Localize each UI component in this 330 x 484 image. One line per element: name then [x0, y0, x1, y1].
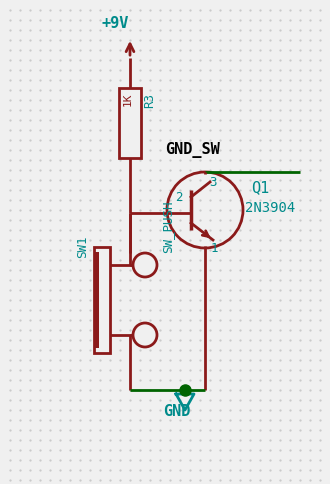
- Text: GND_SW: GND_SW: [165, 142, 220, 158]
- Text: GND: GND: [163, 404, 190, 419]
- Text: 1K: 1K: [123, 93, 133, 106]
- Text: +9V: +9V: [102, 16, 129, 31]
- Text: 2N3904: 2N3904: [245, 201, 295, 215]
- Text: 2: 2: [175, 191, 182, 204]
- Text: SW1: SW1: [76, 236, 89, 258]
- Bar: [94, 247, 110, 353]
- Circle shape: [133, 323, 157, 347]
- Bar: [94, 252, 99, 348]
- Text: Q1: Q1: [251, 180, 269, 195]
- Text: SW_PUSH: SW_PUSH: [161, 200, 174, 253]
- Text: 3: 3: [209, 176, 216, 189]
- Bar: [119, 88, 141, 158]
- Text: 1: 1: [211, 242, 218, 255]
- Text: R3: R3: [143, 93, 156, 108]
- Circle shape: [133, 253, 157, 277]
